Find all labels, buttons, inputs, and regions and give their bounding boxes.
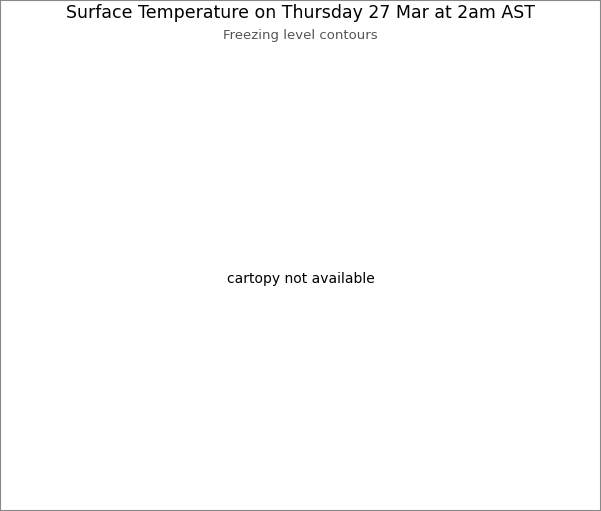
Text: Freezing level contours: Freezing level contours [223, 29, 378, 41]
Text: Surface Temperature on Thursday 27 Mar at 2am AST: Surface Temperature on Thursday 27 Mar a… [66, 5, 535, 22]
Text: cartopy not available: cartopy not available [227, 272, 374, 286]
